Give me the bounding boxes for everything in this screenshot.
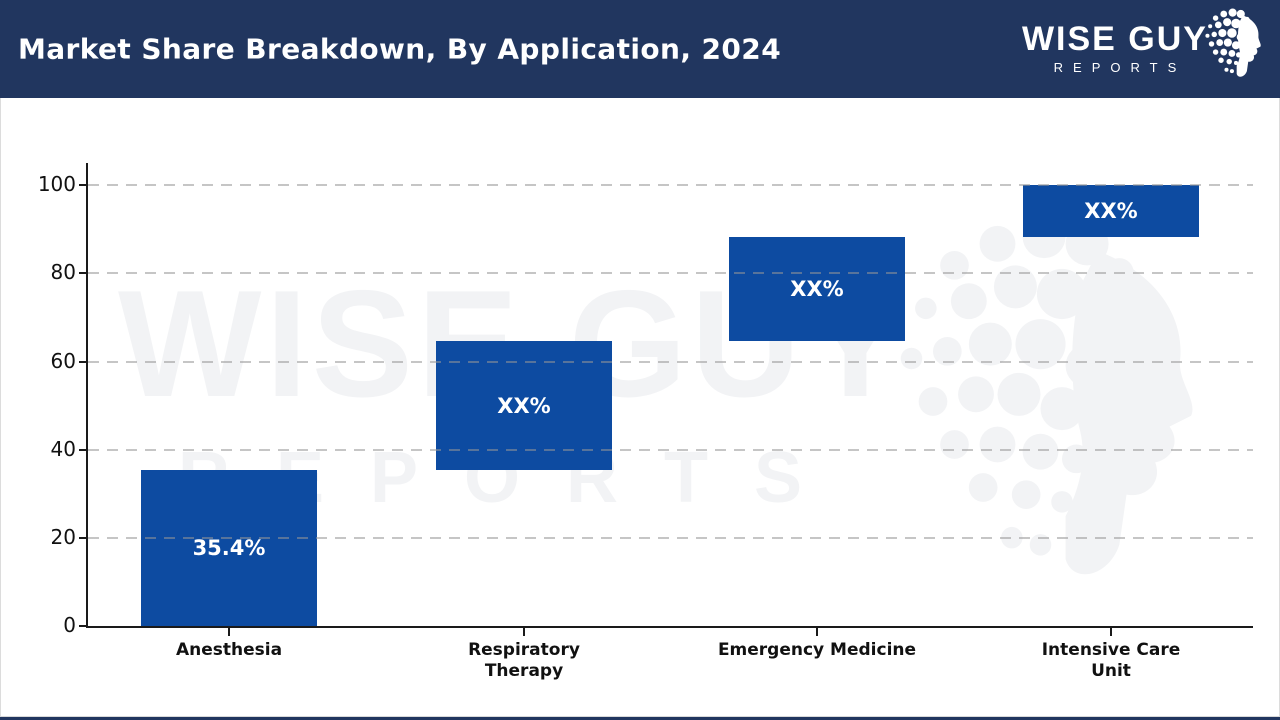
y-tick-label: 60 xyxy=(50,348,76,373)
x-tick-mark xyxy=(1110,628,1112,636)
wise-guy-reports-logo: WISE GUY REPORTS xyxy=(1022,6,1270,90)
y-tick-mark xyxy=(79,184,87,187)
dotted-head-logo-icon xyxy=(1202,6,1270,90)
bar-segment: XX% xyxy=(729,237,905,342)
gridline xyxy=(88,360,1253,363)
bar-value-label: XX% xyxy=(497,393,551,418)
x-axis-line xyxy=(86,626,1253,628)
bar-segment: XX% xyxy=(1023,185,1199,238)
logo-brand-name: WISE GUY xyxy=(1021,20,1208,59)
bar-value-label: 35.4% xyxy=(192,535,266,560)
y-tick-label: 100 xyxy=(37,172,76,197)
y-tick-mark xyxy=(79,272,87,275)
gridline xyxy=(88,272,1253,275)
x-tick-mark xyxy=(816,628,818,636)
x-axis-category-label: Emergency Medicine xyxy=(717,640,917,660)
footer-accent-strip xyxy=(0,717,1280,720)
header-band: Market Share Breakdown, By Application, … xyxy=(0,0,1280,98)
y-tick-mark xyxy=(79,360,87,363)
y-tick-mark xyxy=(79,448,87,451)
bar-value-label: XX% xyxy=(790,277,844,302)
y-tick-mark xyxy=(79,536,87,539)
logo-brand-sub: REPORTS xyxy=(1053,59,1187,75)
bar-segment: 35.4% xyxy=(141,469,317,626)
x-axis-category-label: Anesthesia xyxy=(175,640,283,660)
y-tick-label: 20 xyxy=(50,524,76,549)
bar-segment: XX% xyxy=(436,341,612,470)
x-tick-mark xyxy=(523,628,525,636)
page-title: Market Share Breakdown, By Application, … xyxy=(18,32,782,66)
gridline xyxy=(88,536,1253,539)
y-tick-label: 40 xyxy=(50,436,76,461)
watermark-dotted-head-icon xyxy=(862,208,1262,638)
y-tick-mark xyxy=(79,625,87,627)
frame-edge-bottom xyxy=(0,716,1280,717)
y-axis-line xyxy=(86,163,88,628)
bar-value-label: XX% xyxy=(1084,199,1138,224)
gridline xyxy=(88,184,1253,187)
x-tick-mark xyxy=(228,628,230,636)
x-axis-category-label: Intensive Care Unit xyxy=(1041,640,1181,681)
x-axis-category-label: Respiratory Therapy xyxy=(468,640,580,681)
gridline xyxy=(88,448,1253,451)
logo-wordmark: WISE GUY REPORTS xyxy=(1021,20,1208,75)
y-tick-label: 0 xyxy=(63,613,76,637)
frame-edge-left xyxy=(0,98,1,717)
y-tick-label: 80 xyxy=(50,260,76,285)
